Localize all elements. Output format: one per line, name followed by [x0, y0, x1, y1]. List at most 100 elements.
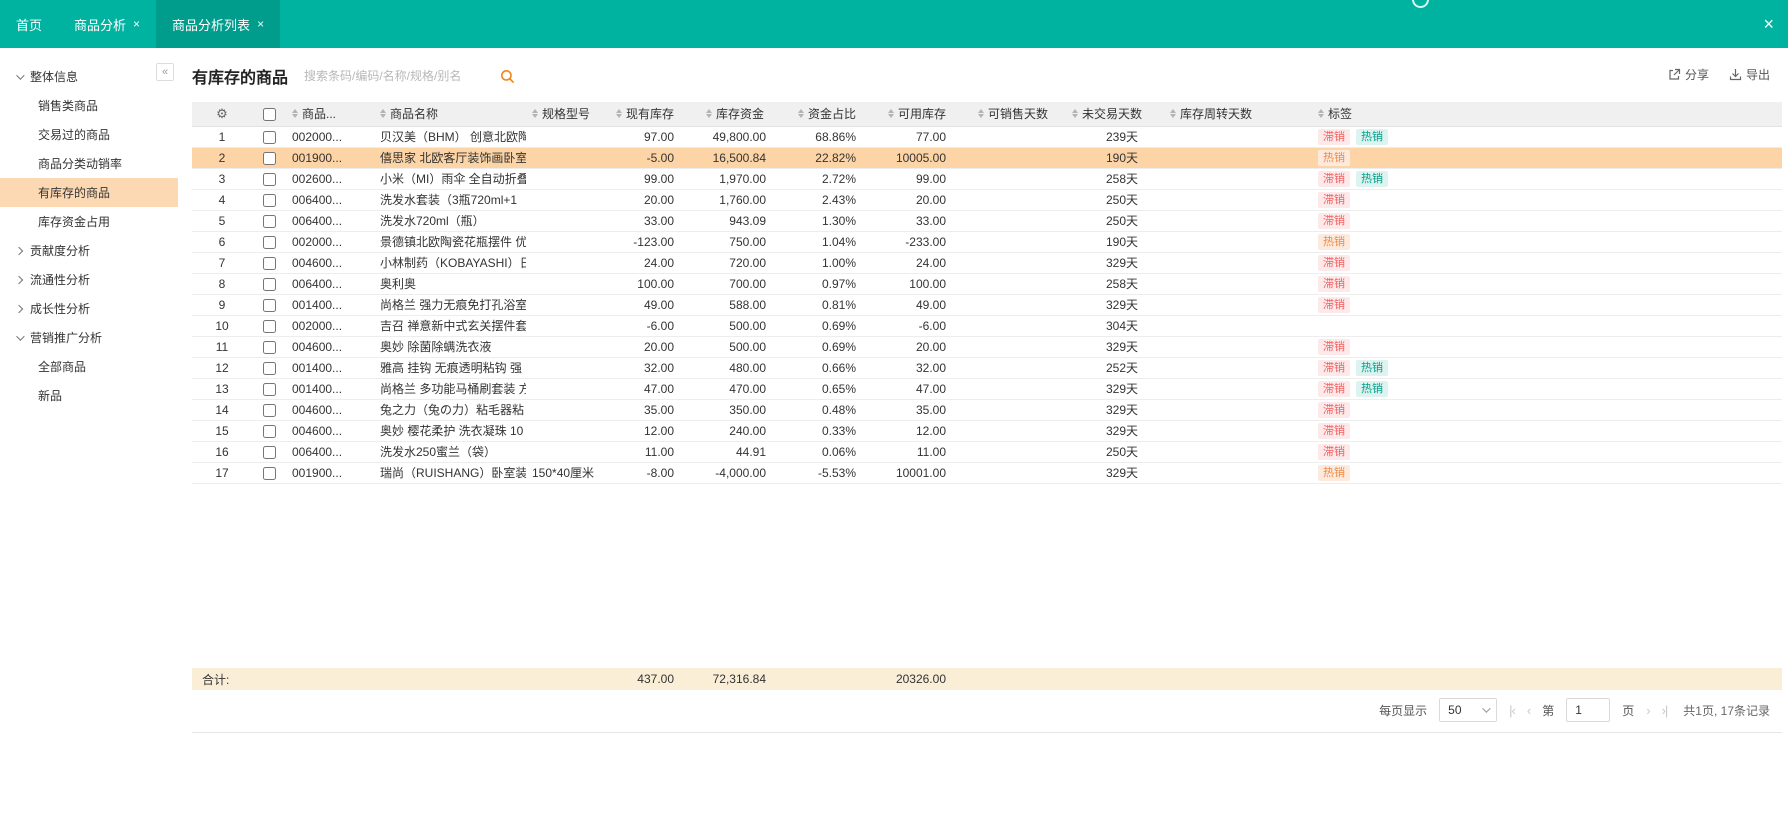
close-icon[interactable]: × — [1763, 14, 1774, 34]
sort-icon[interactable] — [380, 109, 386, 119]
column-header-未交易天数[interactable]: 未交易天数 — [1066, 102, 1164, 127]
sidebar-collapse-button[interactable]: « — [156, 63, 174, 81]
row-select-cell — [252, 462, 286, 484]
column-header-可用库存[interactable]: 可用库存 — [882, 102, 972, 127]
search-box[interactable] — [304, 69, 515, 84]
sort-icon[interactable] — [616, 109, 622, 119]
sidebar-item-新品[interactable]: 新品 — [38, 389, 63, 403]
search-input[interactable] — [304, 69, 501, 83]
search-icon[interactable] — [500, 69, 515, 84]
sort-icon[interactable] — [1072, 109, 1078, 119]
sidebar-group-营销推广分析[interactable]: 营销推广分析 — [0, 323, 178, 352]
first-page-button[interactable]: |‹ — [1509, 702, 1516, 718]
table-row[interactable]: 6 002000... 景德镇北欧陶瓷花瓶摆件 优 -123.00 750.00 1.04… — [192, 231, 1782, 253]
sidebar-item-有库存的商品[interactable]: 有库存的商品 — [0, 178, 178, 207]
table-row[interactable]: 17 001900... 瑞尚（RUISHANG）卧室装 150*40厘米 -8.00-… — [192, 462, 1782, 484]
column-header-规格型号[interactable]: 规格型号 — [526, 102, 610, 127]
row-checkbox[interactable] — [262, 403, 276, 417]
share-button[interactable]: 分享 — [1668, 66, 1709, 83]
stock-fund: 750.00 — [700, 231, 792, 253]
row-checkbox[interactable] — [262, 445, 276, 459]
table-row[interactable]: 1 002000... 贝汉美（BHM） 创意北欧陶瓷 97.00 49,800.00 6… — [192, 126, 1782, 148]
sidebar-group-流通性分析[interactable]: 流通性分析 — [0, 265, 178, 294]
sort-icon[interactable] — [706, 109, 712, 119]
per-page-select[interactable]: 50 — [1439, 698, 1498, 722]
table-row[interactable]: 12 001400... 雅高 挂钩 无痕透明粘钩 强 32.00 480.00 0.66… — [192, 357, 1782, 379]
row-checkbox[interactable] — [262, 151, 276, 165]
export-button[interactable]: 导出 — [1729, 66, 1770, 83]
tab-商品分析列表[interactable]: 商品分析列表 × — [156, 0, 281, 48]
column-header-可销售天数[interactable]: 可销售天数 — [972, 102, 1066, 127]
table-row[interactable]: 5 006400... 洗发水720ml（瓶） 33.00 943.09 1.30% 33.… — [192, 210, 1782, 232]
table-row[interactable]: 7 004600... 小林制药（KOBAYASHI）日 24.00 720.00 1.0… — [192, 252, 1782, 274]
sort-icon[interactable] — [798, 109, 804, 119]
row-checkbox[interactable] — [262, 256, 276, 270]
sort-icon[interactable] — [532, 109, 538, 119]
sort-icon[interactable] — [888, 109, 894, 119]
table-row[interactable]: 11 004600... 奥妙 除菌除螨洗衣液 20.00 500.00 0.69% 20.… — [192, 336, 1782, 358]
tab-close-icon[interactable]: × — [257, 17, 265, 31]
tab-首页[interactable]: 首页 — [0, 0, 58, 48]
table-row[interactable]: 16 006400... 洗发水250蜜兰（袋） 11.00 44.91 0.06% 11.… — [192, 441, 1782, 463]
column-header-商品名称[interactable]: 商品名称 — [374, 102, 526, 127]
row-number: 17 — [192, 462, 252, 484]
sort-icon[interactable] — [292, 109, 298, 119]
table-row[interactable]: 4 006400... 洗发水套装（3瓶720ml+1 20.00 1,760.00 2.… — [192, 189, 1782, 211]
row-checkbox[interactable] — [262, 319, 276, 333]
table-row[interactable]: 15 004600... 奥妙 樱花柔护 洗衣凝珠 10 12.00 240.00 0.3… — [192, 420, 1782, 442]
sidebar-item-商品分类动销率[interactable]: 商品分类动销率 — [38, 157, 123, 171]
sidebar-group-成长性分析[interactable]: 成长性分析 — [0, 294, 178, 323]
select-all-checkbox[interactable] — [262, 107, 276, 121]
column-header-库存周转天数[interactable]: 库存周转天数 — [1164, 102, 1274, 127]
table-row[interactable]: 9 001400... 尚格兰 强力无痕免打孔浴室 49.00 588.00 0.81% 4… — [192, 294, 1782, 316]
column-header-现有库存[interactable]: 现有库存 — [610, 102, 700, 127]
no-trade-days: 190天 — [1066, 231, 1164, 253]
column-header-资金占比[interactable]: 资金占比 — [792, 102, 882, 127]
sidebar-item-销售类商品[interactable]: 销售类商品 — [38, 99, 99, 113]
sidebar-tree: 整体信息销售类商品交易过的商品 商品分类动销率有库存的商品库存资金占用贡献度分析流… — [0, 62, 178, 410]
row-checkbox[interactable] — [262, 424, 276, 438]
sidebar-item-全部商品[interactable]: 全部商品 — [38, 360, 87, 374]
sort-icon[interactable] — [978, 109, 984, 119]
column-label: 可用库存 — [898, 107, 947, 122]
tab-商品分析[interactable]: 商品分析 × — [58, 0, 156, 48]
row-checkbox[interactable] — [262, 340, 276, 354]
tab-close-icon[interactable]: × — [133, 17, 141, 31]
table-row[interactable]: 14 004600... 兔之力（兔の力）粘毛器粘 35.00 350.00 0.48% 3… — [192, 399, 1782, 421]
row-checkbox[interactable] — [262, 277, 276, 291]
row-select-cell — [252, 147, 286, 169]
row-checkbox[interactable] — [262, 193, 276, 207]
table-row[interactable]: 3 002600... 小米（MI）雨伞 全自动折叠 99.00 1,970.00 2.7… — [192, 168, 1782, 190]
column-header-库存资金[interactable]: 库存资金 — [700, 102, 792, 127]
table-row[interactable]: 10 002000... 吉召 禅意新中式玄关摆件套 -6.00 500.00 0.69%… — [192, 315, 1782, 337]
sidebar-item-库存资金占用[interactable]: 库存资金占用 — [38, 215, 111, 229]
page-number-input[interactable] — [1566, 698, 1611, 722]
last-page-button[interactable]: ›| — [1661, 702, 1669, 718]
row-checkbox[interactable] — [262, 214, 276, 228]
column-header-settings[interactable]: ⚙ — [192, 102, 252, 127]
table-row[interactable]: 2 001900... 僖思家 北欧客厅装饰画卧室 -5.00 16,500.84 22.… — [192, 147, 1782, 169]
row-checkbox[interactable] — [262, 130, 276, 144]
row-checkbox[interactable] — [262, 361, 276, 375]
stock-fund: 500.00 — [700, 336, 792, 358]
sort-icon[interactable] — [1318, 109, 1324, 119]
sidebar-group-贡献度分析[interactable]: 贡献度分析 — [0, 236, 178, 265]
sort-icon[interactable] — [1170, 109, 1176, 119]
sidebar-item-交易过的商品[interactable]: 交易过的商品 — [38, 128, 111, 142]
gear-icon[interactable]: ⚙ — [216, 105, 228, 121]
table-row[interactable]: 13 001400... 尚格兰 多功能马桶刷套装 方 47.00 470.00 0.65… — [192, 378, 1782, 400]
available-stock: -233.00 — [882, 231, 972, 253]
column-header-商品...[interactable]: 商品... — [286, 102, 374, 127]
sidebar-group-整体信息[interactable]: 整体信息 — [0, 62, 178, 91]
row-checkbox[interactable] — [262, 382, 276, 396]
row-checkbox[interactable] — [262, 235, 276, 249]
turnover-days — [1164, 189, 1274, 211]
sidebar: « 整体信息销售类商品交易过的商品 商品分类动销率有库存的商品库存资金占用贡献度分… — [0, 48, 178, 836]
prev-page-button[interactable]: ‹ — [1526, 702, 1531, 718]
row-checkbox[interactable] — [262, 466, 276, 480]
row-checkbox[interactable] — [262, 172, 276, 186]
next-page-button[interactable]: › — [1646, 702, 1650, 718]
row-checkbox[interactable] — [262, 298, 276, 312]
table-row[interactable]: 8 006400... 奥利奥 100.00 700.00 0.97% 100.00 258天… — [192, 273, 1782, 295]
column-header-标签[interactable]: 标签 — [1274, 102, 1782, 127]
